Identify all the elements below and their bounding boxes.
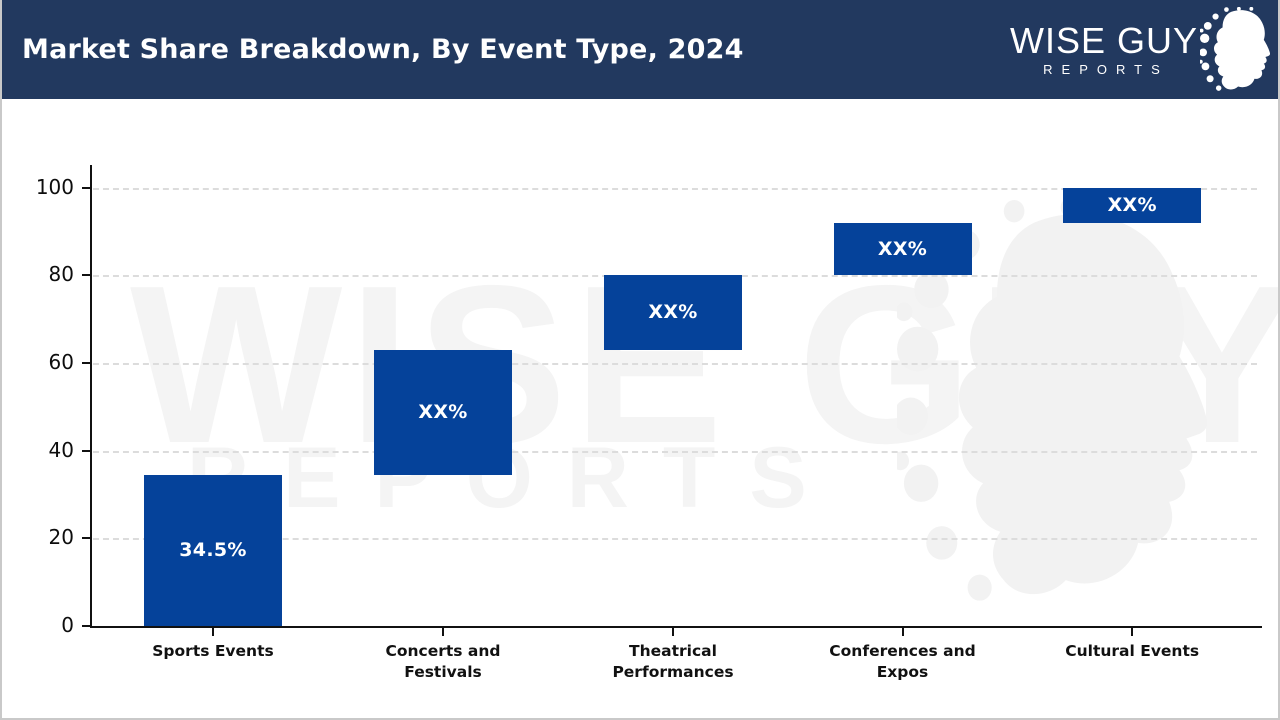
x-tick-mark bbox=[901, 628, 904, 636]
brand-subtitle: REPORTS bbox=[1043, 61, 1169, 77]
y-tick-label: 100 bbox=[35, 174, 74, 199]
brand-name: WISE GUY bbox=[1009, 19, 1198, 61]
gridline bbox=[93, 538, 1257, 541]
y-tick-label: 80 bbox=[48, 262, 74, 287]
y-tick-label: 60 bbox=[48, 349, 74, 374]
bar: XX% bbox=[833, 222, 972, 276]
x-category-label: Concerts and Festivals bbox=[385, 642, 501, 681]
brand-logo: WISE GUY REPORTS bbox=[1010, 0, 1270, 99]
x-axis-line bbox=[90, 626, 1262, 628]
x-category-label: Cultural Events bbox=[1065, 642, 1200, 660]
y-tick-mark bbox=[82, 186, 90, 189]
y-tick-mark bbox=[82, 361, 90, 364]
y-tick-mark bbox=[82, 274, 90, 277]
wise-guy-head-icon bbox=[1200, 6, 1270, 91]
bar-value-label: XX% bbox=[1107, 194, 1157, 217]
bar: XX% bbox=[374, 349, 512, 475]
header: Market Share Breakdown, By Event Type, 2… bbox=[2, 0, 1278, 99]
y-tick-label: 40 bbox=[48, 437, 74, 462]
bar: XX% bbox=[1063, 187, 1202, 223]
bar-value-label: XX% bbox=[418, 401, 468, 424]
y-tick-mark bbox=[82, 537, 90, 540]
x-category-label: Conferences and Expos bbox=[829, 642, 976, 681]
gridline bbox=[93, 362, 1257, 365]
y-axis-line bbox=[90, 165, 92, 628]
bar: XX% bbox=[604, 275, 742, 350]
y-tick-label: 0 bbox=[61, 613, 74, 637]
x-category-label: Sports Events bbox=[152, 642, 274, 660]
x-category-label: Theatrical Performances bbox=[612, 642, 734, 681]
x-tick-mark bbox=[212, 628, 214, 636]
x-tick-mark bbox=[672, 628, 674, 636]
y-tick-label: 20 bbox=[48, 525, 74, 550]
page-title: Market Share Breakdown, By Event Type, 2… bbox=[22, 34, 744, 65]
x-tick-mark bbox=[1131, 628, 1134, 636]
y-tick-mark bbox=[82, 625, 90, 627]
y-tick-mark bbox=[82, 449, 90, 452]
bar: 34.5% bbox=[144, 474, 282, 626]
gridline bbox=[93, 450, 1257, 453]
gridline bbox=[93, 187, 1257, 190]
bar-value-label: XX% bbox=[648, 301, 698, 324]
brand-text: WISE GUY REPORTS bbox=[1009, 19, 1198, 77]
bar-value-label: 34.5% bbox=[179, 539, 247, 562]
head-watermark-icon bbox=[897, 200, 1207, 601]
x-tick-mark bbox=[442, 628, 444, 636]
bar-value-label: XX% bbox=[877, 237, 928, 260]
